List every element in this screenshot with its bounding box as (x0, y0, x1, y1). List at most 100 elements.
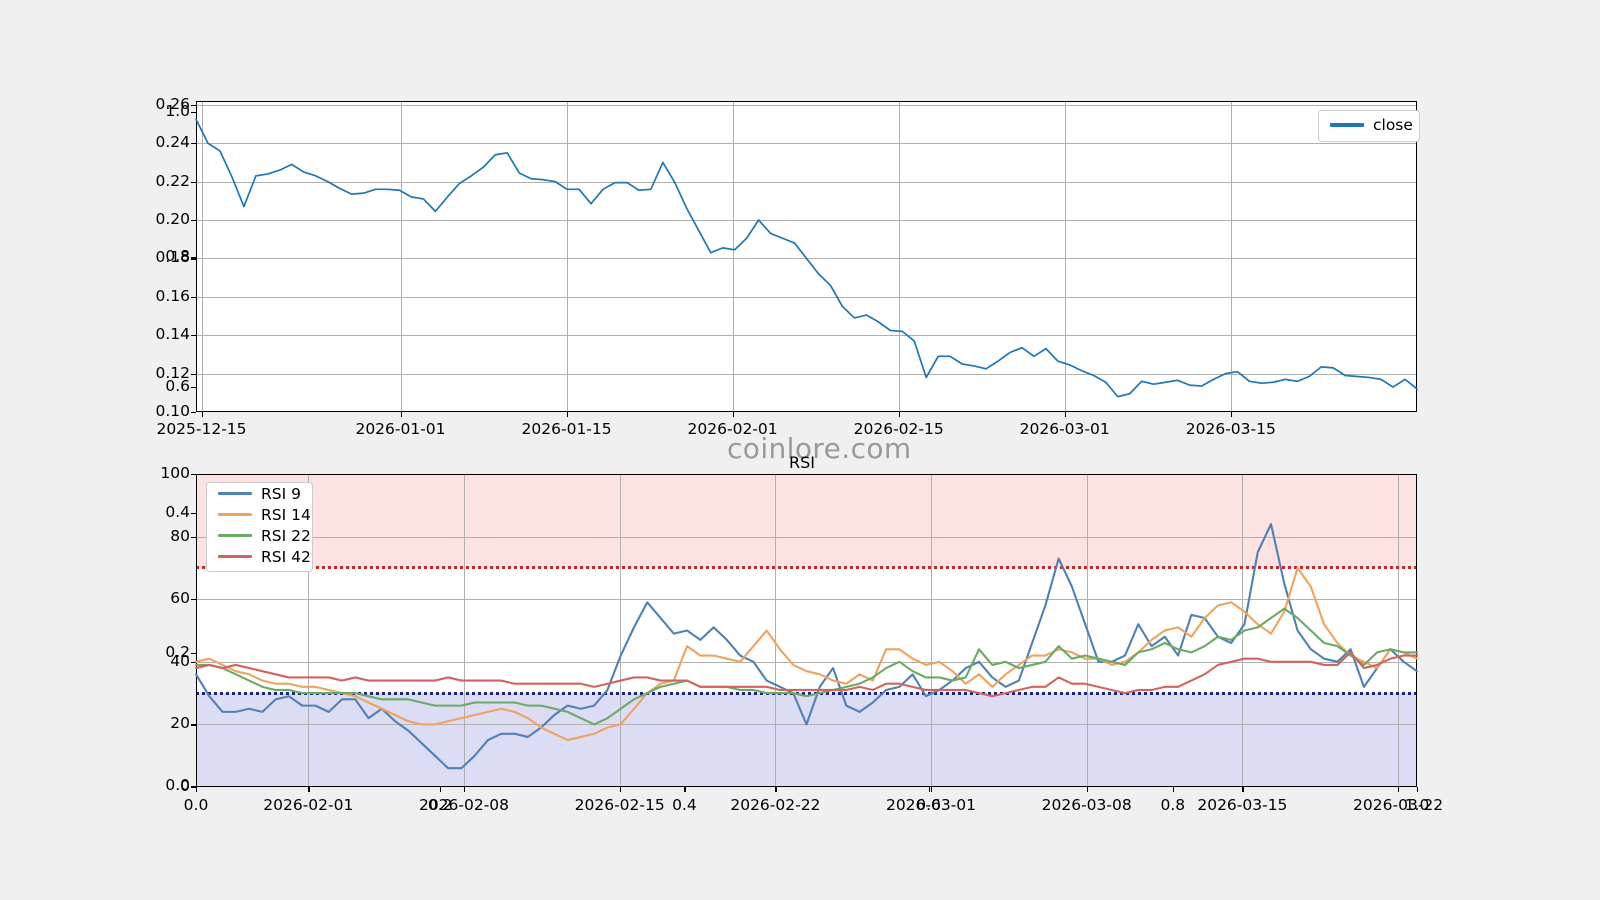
price-y-tick-label: 0.18 (155, 248, 190, 267)
rsi-overlay-x-tick-mark (440, 787, 442, 792)
rsi-overbought-line (196, 566, 1417, 569)
price-x-tick-mark (1064, 412, 1066, 417)
rsi-x-tick-label: 2026-03-08 (1041, 796, 1132, 814)
rsi-gridline-h (196, 661, 1417, 663)
price-gridline-v (400, 101, 402, 412)
rsi-overlay-x-tick-label: 0.6 (916, 796, 941, 814)
watermark: coinlore.com (727, 432, 912, 465)
rsi-overlay-x-tick-label: 0.0 (183, 796, 209, 814)
rsi-overlay-y-tick-label: 0.0 (165, 776, 190, 794)
rsi-42-line-swatch (218, 554, 252, 559)
rsi-overlay-x-tick-mark (684, 787, 686, 792)
legend-item-rsi-9[interactable]: RSI 9 (207, 483, 312, 504)
legend-item-close[interactable]: close (1319, 111, 1419, 139)
price-gridline-v (898, 101, 900, 412)
rsi-x-tick-label: 2026-03-15 (1197, 796, 1288, 814)
legend-label-rsi-9: RSI 9 (261, 484, 301, 503)
rsi-y-tick-label: 40 (170, 651, 190, 670)
price-y-tick-mark (191, 258, 196, 260)
rsi-x-tick-mark (1398, 787, 1400, 792)
price-x-tick-label: 2026-01-15 (521, 420, 612, 438)
price-y-tick-mark (191, 373, 196, 375)
rsi-gridline-v (308, 474, 310, 787)
rsi-y-tick-mark (191, 536, 196, 538)
rsi-legend[interactable]: RSI 9 RSI 14 RSI 22 RSI 42 (206, 482, 313, 572)
price-overlay-y-tick-label: 0.8 (165, 247, 190, 265)
rsi-y-tick-mark (191, 787, 196, 789)
price-y-tick-mark (191, 220, 196, 222)
price-overlay-y-tick-mark (191, 387, 196, 389)
price-gridline-h (196, 181, 1417, 183)
price-overlay-y-tick-label: 1.0 (165, 102, 190, 120)
price-x-tick-label: 2026-02-01 (687, 420, 778, 438)
rsi-gridline-v (619, 474, 621, 787)
rsi-y-tick-label: 100 (160, 464, 190, 482)
rsi-22-line-swatch (218, 533, 252, 538)
rsi-axis-frame (196, 474, 1417, 787)
price-panel: 0.26 0.24 0.22 0.20 0.18 0.16 0.14 0.12 0.10 1.0… (155, 94, 1420, 438)
legend-item-rsi-14[interactable]: RSI 14 (207, 504, 312, 525)
rsi-overlay-x-tick-label: 0.2 (427, 796, 453, 814)
rsi-x-tick-mark (464, 787, 466, 792)
rsi-14-line-swatch (218, 512, 252, 517)
rsi-overlay-x-tick-mark (1172, 787, 1175, 792)
close-line-swatch (1330, 123, 1364, 127)
price-y-tick-mark (191, 412, 196, 414)
rsi-x-tick-mark (775, 787, 777, 792)
legend-label-close: close (1373, 116, 1413, 134)
rsi-gridline-v (1398, 474, 1400, 787)
rsi-x-tick-label: 2026-02-15 (574, 796, 665, 814)
price-y-tick-label: 0.24 (155, 133, 190, 152)
price-y-tick-label: 0.20 (155, 210, 190, 228)
rsi-overlay-x-tick-mark (928, 787, 930, 792)
price-x-tick-label: 2025-12-15 (156, 420, 247, 438)
price-y-tick-mark (191, 104, 196, 107)
price-gridline-v (566, 101, 568, 412)
legend-item-rsi-42[interactable]: RSI 42 (207, 546, 312, 567)
price-y-tick-mark (191, 335, 196, 337)
legend-label-rsi-14: RSI 14 (261, 505, 311, 524)
legend-label-rsi-42: RSI 42 (261, 547, 311, 566)
rsi-overlay-y-tick-mark (191, 786, 196, 788)
price-y-tick-mark (191, 181, 196, 183)
rsi-x-tick-label: 2026-03-01 (885, 796, 977, 814)
rsi-y-tick-label: 0 (180, 777, 190, 795)
price-gridline-h (196, 104, 1417, 106)
rsi-y-tick-mark (191, 661, 196, 664)
rsi-panel-title: RSI (789, 453, 815, 472)
price-x-tick-label: 2026-02-15 (853, 420, 944, 438)
rsi-oversold-band (196, 693, 1417, 787)
price-x-tick-label: 2026-03-15 (1185, 420, 1276, 438)
price-y-tick-label: 0.16 (155, 286, 190, 305)
rsi-overlay-y-tick-label: 0.2 (165, 643, 190, 661)
legend-item-rsi-22[interactable]: RSI 22 (207, 525, 312, 546)
rsi-gridline-h (196, 536, 1417, 538)
price-overlay-y-tick-mark (191, 257, 196, 259)
price-y-tick-label: 0.26 (155, 94, 190, 113)
price-x-tick-mark (566, 412, 568, 417)
rsi-y-tick-label: 20 (170, 714, 190, 733)
rsi-x-tick-mark (619, 787, 621, 792)
rsi-overlay-x-tick-mark (196, 787, 198, 792)
legend-label-rsi-22: RSI 22 (261, 526, 311, 545)
price-gridline-h (196, 373, 1417, 375)
price-x-tick-mark (898, 412, 900, 417)
price-gridline-h (196, 335, 1417, 337)
price-gridline-v (732, 101, 734, 412)
price-legend[interactable]: close (1318, 110, 1420, 142)
rsi-oversold-line (196, 692, 1417, 695)
price-overlay-y-tick-label: 0.6 (165, 377, 190, 395)
rsi-gridline-v (464, 474, 465, 787)
rsi-y-tick-label: 80 (170, 526, 190, 545)
price-y-tick-mark (191, 143, 196, 145)
price-line-chart (195, 118, 1418, 398)
rsi-x-tick-mark (1086, 787, 1088, 792)
price-gridline-h (196, 143, 1417, 145)
price-x-tick-mark (732, 412, 734, 417)
rsi-x-tick-label: 2026-02-22 (730, 796, 821, 814)
rsi-overlay-y-tick-mark (191, 513, 196, 515)
price-x-tick-mark (201, 412, 203, 417)
rsi-9-line-swatch (218, 491, 252, 496)
